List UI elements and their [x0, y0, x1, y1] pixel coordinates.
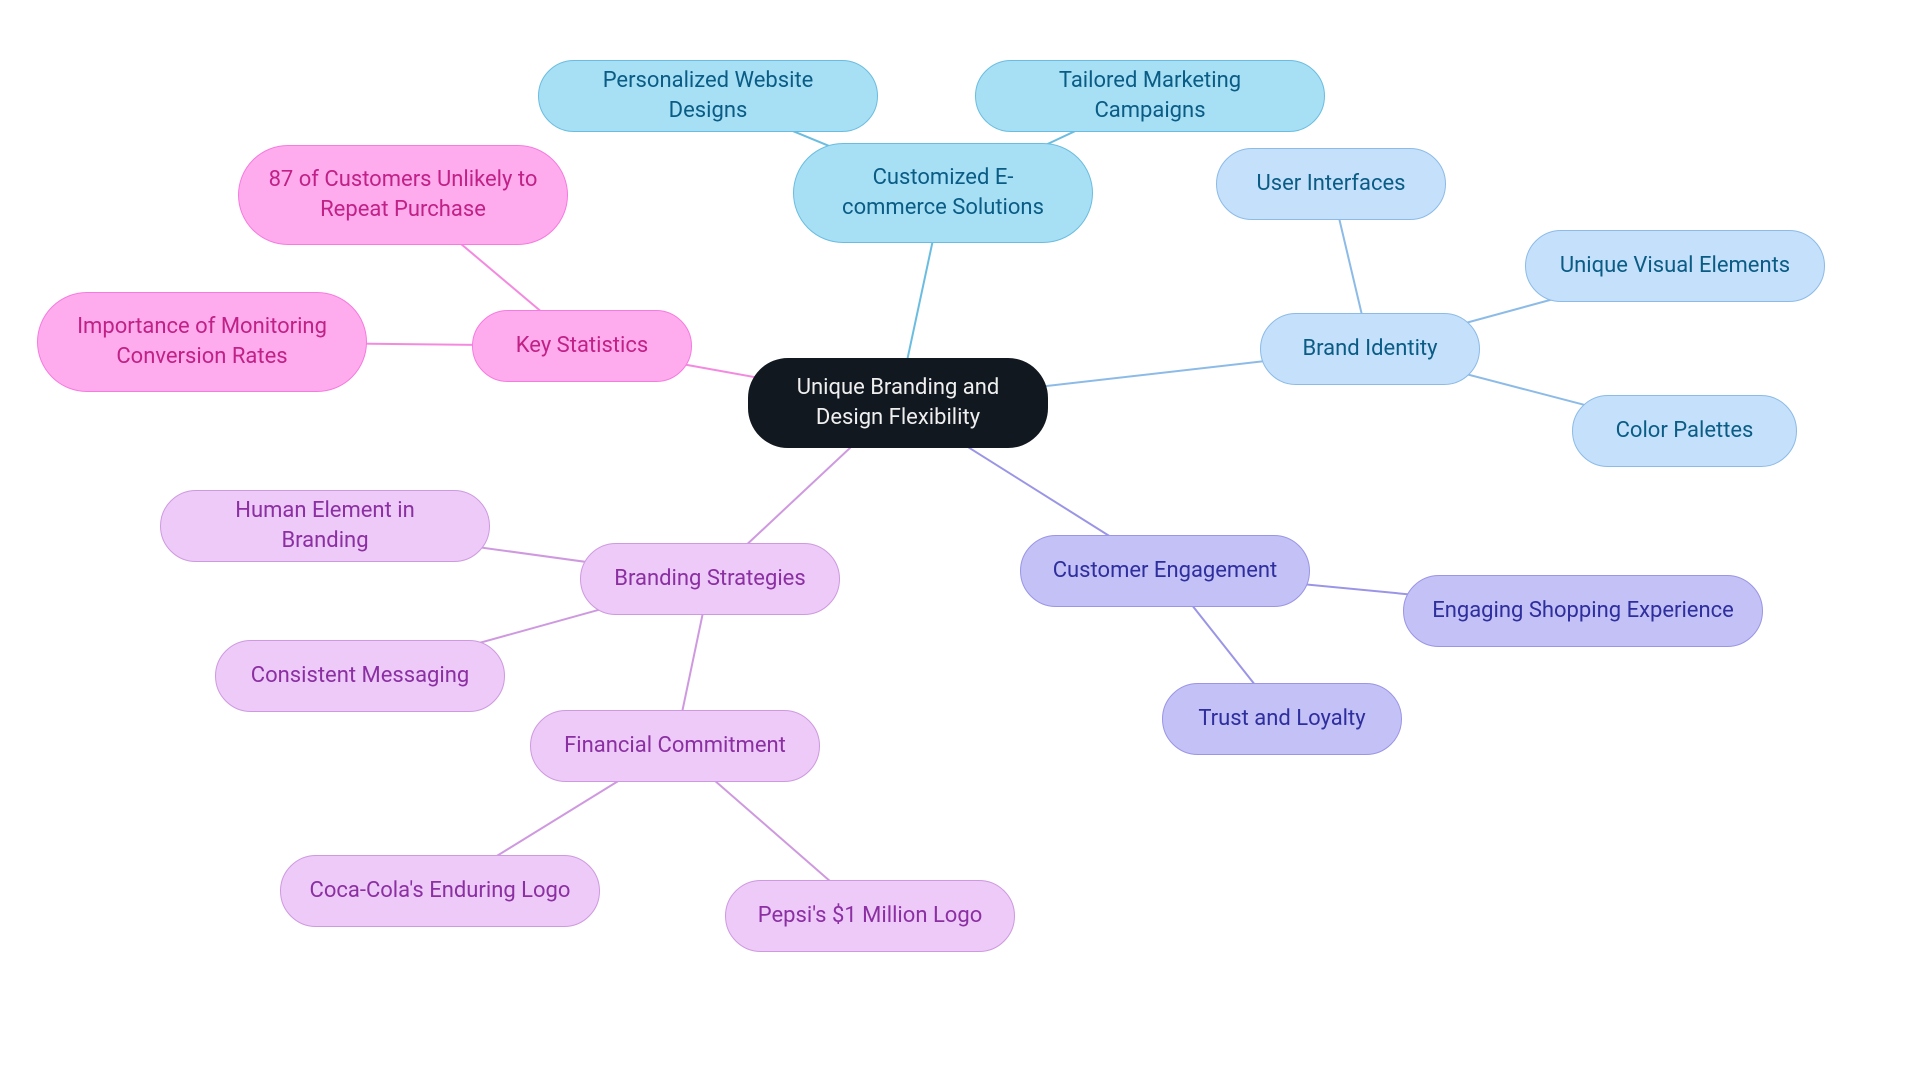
node-customer-engagement: Customer Engagement — [1020, 535, 1310, 607]
node-label: Tailored Marketing Campaigns — [1004, 66, 1296, 125]
node-label: Key Statistics — [516, 331, 648, 361]
node-label: Brand Identity — [1302, 334, 1437, 364]
node-label: Personalized Website Designs — [567, 66, 849, 125]
node-consistent-msg: Consistent Messaging — [215, 640, 505, 712]
node-label: Unique Visual Elements — [1560, 251, 1790, 281]
node-label: Human Element in Branding — [189, 496, 461, 555]
node-label: Unique Branding and Design Flexibility — [777, 373, 1019, 432]
node-user-interfaces: User Interfaces — [1216, 148, 1446, 220]
node-human-element: Human Element in Branding — [160, 490, 490, 562]
node-label: Color Palettes — [1616, 416, 1754, 446]
node-repeat-purchase: 87 of Customers Unlikely to Repeat Purch… — [238, 145, 568, 245]
node-label: Importance of Monitoring Conversion Rate… — [66, 312, 338, 371]
node-label: Financial Commitment — [564, 731, 786, 761]
node-financial-commitment: Financial Commitment — [530, 710, 820, 782]
node-label: Branding Strategies — [614, 564, 805, 594]
node-label: Pepsi's $1 Million Logo — [758, 901, 983, 931]
node-pepsi: Pepsi's $1 Million Logo — [725, 880, 1015, 952]
node-label: 87 of Customers Unlikely to Repeat Purch… — [267, 165, 539, 224]
node-unique-visual: Unique Visual Elements — [1525, 230, 1825, 302]
node-label: Consistent Messaging — [251, 661, 470, 691]
node-label: Engaging Shopping Experience — [1432, 596, 1734, 626]
node-conversion-rates: Importance of Monitoring Conversion Rate… — [37, 292, 367, 392]
node-color-palettes: Color Palettes — [1572, 395, 1797, 467]
node-label: User Interfaces — [1257, 169, 1406, 199]
node-label: Customized E-commerce Solutions — [822, 163, 1064, 222]
node-label: Coca-Cola's Enduring Logo — [310, 876, 571, 906]
node-personalized-web: Personalized Website Designs — [538, 60, 878, 132]
node-brand-identity: Brand Identity — [1260, 313, 1480, 385]
node-label: Customer Engagement — [1053, 556, 1278, 586]
node-coca-cola: Coca-Cola's Enduring Logo — [280, 855, 600, 927]
node-shopping-exp: Engaging Shopping Experience — [1403, 575, 1763, 647]
node-trust-loyalty: Trust and Loyalty — [1162, 683, 1402, 755]
node-key-stats: Key Statistics — [472, 310, 692, 382]
node-label: Trust and Loyalty — [1198, 704, 1365, 734]
node-ecommerce: Customized E-commerce Solutions — [793, 143, 1093, 243]
node-tailored-marketing: Tailored Marketing Campaigns — [975, 60, 1325, 132]
node-central: Unique Branding and Design Flexibility — [748, 358, 1048, 448]
node-branding-strategies: Branding Strategies — [580, 543, 840, 615]
